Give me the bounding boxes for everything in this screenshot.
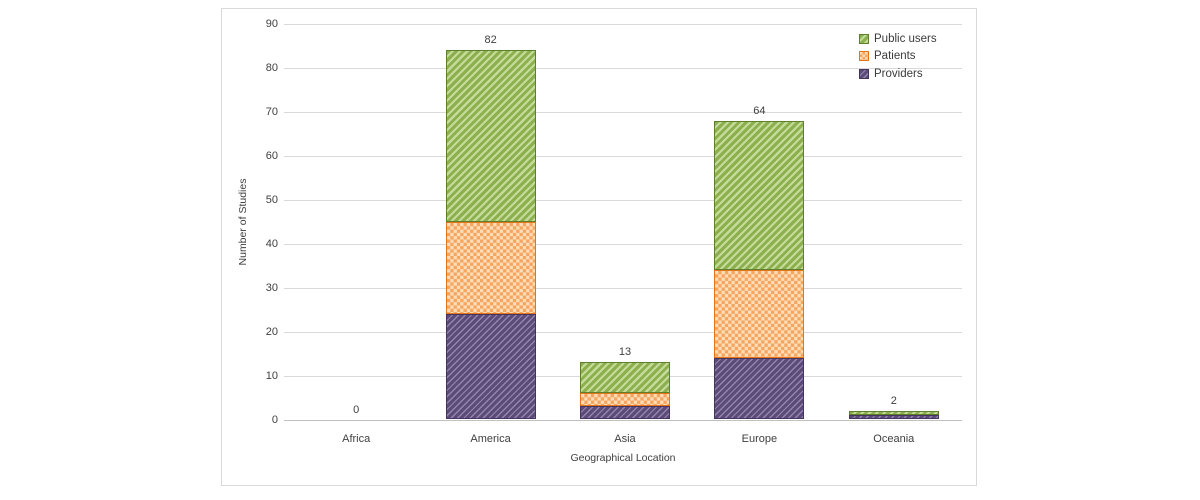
bar-segment-public-users-asia [580,362,670,394]
bar-total-label-america: 82 [484,34,497,47]
y-tick-label-30: 30 [265,281,278,294]
y-tick-label-80: 80 [265,61,278,74]
legend-item-patients: Patients [859,48,937,66]
bar-segment-providers-asia [580,406,670,420]
gridline-y50 [284,199,962,201]
legend-label-patients: Patients [874,50,916,63]
x-tick-label-asia: Asia [614,433,636,445]
bar-segment-patients-asia [580,393,670,407]
y-axis-title: Number of Studies [237,178,249,266]
y-tick-label-10: 10 [265,369,278,382]
chart-legend: Public users Patients Providers [859,30,937,83]
bar-total-label-asia: 13 [618,346,632,359]
x-axis-title: Geographical Location [570,452,676,464]
bar-total-label-oceania: 2 [890,394,897,407]
y-tick-label-20: 20 [265,325,278,338]
legend-swatch-public-users-icon [859,33,869,44]
y-tick-label-60: 60 [265,149,278,162]
gridline-y70 [284,111,962,113]
y-tick-label-90: 90 [265,18,278,30]
legend-item-public-users: Public users [859,30,937,48]
gridline-y90 [284,24,962,25]
bar-segment-providers-america [445,314,536,420]
legend-label-providers: Providers [874,67,923,80]
bar-segment-public-users-oceania [848,410,939,416]
bar-total-label-europe: 64 [753,104,766,117]
gridline-y20 [284,331,962,333]
x-tick-label-oceania: Oceania [873,433,915,445]
gridline-y60 [284,155,962,157]
bar-segment-patients-america [445,221,536,315]
chart-figure: Number of Studies Geographical Location … [221,8,977,486]
bar-segment-providers-oceania [848,415,939,420]
gridline-y40 [284,243,962,245]
bar-segment-providers-europe [714,357,805,420]
y-tick-label-0: 0 [271,413,278,426]
bar-segment-public-users-america [445,50,536,222]
y-tick-label-40: 40 [265,237,278,250]
x-tick-label-europe: Europe [741,433,778,445]
y-tick-label-70: 70 [265,105,278,118]
x-tick-label-america: America [470,433,511,445]
x-tick-label-africa: Africa [342,433,371,445]
legend-swatch-patients-icon [859,51,869,62]
bar-segment-public-users-europe [714,120,805,271]
legend-item-providers: Providers [859,65,937,83]
y-tick-label-50: 50 [265,193,278,206]
x-axis-line [284,419,962,421]
bar-segment-patients-europe [714,270,805,358]
gridline-y80 [284,67,962,69]
gridline-y30 [284,287,962,289]
legend-label-public-users: Public users [874,32,937,45]
bar-total-label-africa: 0 [353,403,360,416]
legend-swatch-providers-icon [859,68,869,79]
